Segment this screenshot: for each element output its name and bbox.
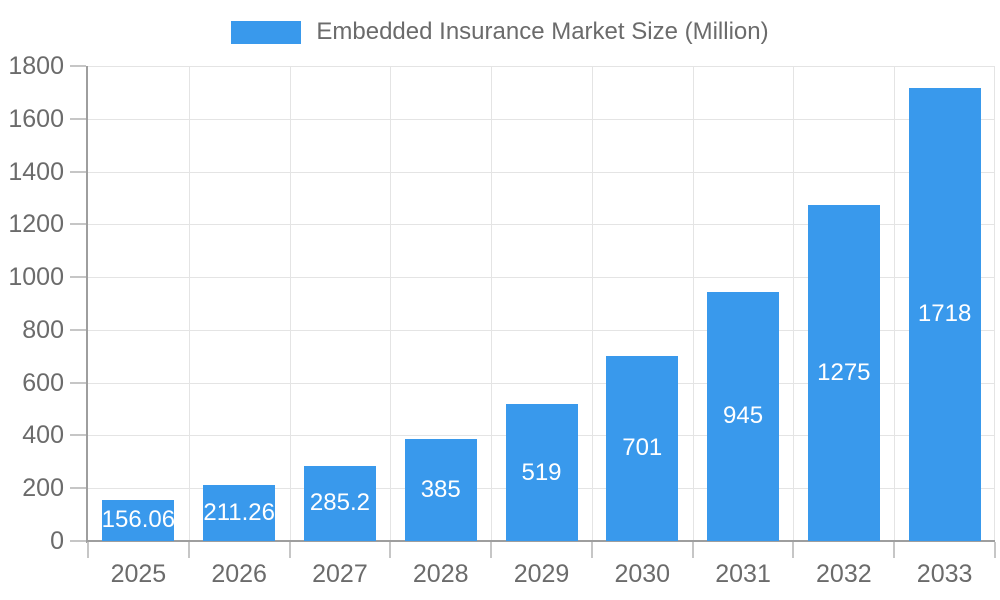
x-tick-mark	[691, 542, 694, 558]
x-tick-mark	[87, 542, 89, 558]
chart-right-border	[994, 66, 995, 541]
x-tick-mark	[389, 542, 392, 558]
legend-label: Embedded Insurance Market Size (Million)	[316, 18, 769, 45]
x-tick-mark	[994, 542, 996, 558]
bar-value-label: 1718	[917, 300, 972, 328]
x-gridline	[692, 66, 694, 541]
x-tick-label: 2027	[312, 560, 368, 588]
bar-value-label: 519	[521, 458, 562, 486]
y-gridline	[88, 382, 995, 384]
bar[interactable]: 701	[606, 356, 679, 541]
x-tick-label: 2032	[816, 560, 872, 588]
x-gridline	[188, 66, 190, 541]
y-tick-mark	[70, 223, 86, 226]
y-tick-label: 1400	[8, 157, 64, 186]
y-gridline	[88, 171, 995, 173]
y-tick-label: 1200	[8, 210, 64, 239]
x-gridline	[591, 66, 593, 541]
y-tick-mark	[70, 170, 86, 173]
y-tick-label: 400	[22, 421, 64, 450]
bar[interactable]: 1718	[908, 87, 981, 541]
x-gridline	[894, 66, 896, 541]
y-tick-label: 1600	[8, 104, 64, 133]
y-tick-mark	[70, 381, 86, 384]
x-tick-mark	[187, 542, 190, 558]
bar-value-label: 156.06	[101, 506, 176, 534]
chart-top-border	[88, 66, 995, 67]
y-tick-mark	[70, 540, 86, 542]
bar-value-label: 385	[420, 476, 461, 504]
y-tick-mark	[70, 328, 86, 331]
x-tick-label: 2030	[614, 560, 671, 588]
bar-value-label: 945	[723, 402, 764, 430]
y-tick-label: 0	[50, 527, 64, 555]
bar-value-label: 701	[622, 434, 663, 462]
legend-item[interactable]: Embedded Insurance Market Size (Million)	[0, 18, 1000, 46]
x-tick-mark	[490, 542, 493, 558]
y-gridline	[88, 277, 995, 279]
x-gridline	[289, 66, 291, 541]
y-tick-label: 800	[22, 315, 64, 344]
x-tick-label: 2025	[110, 560, 167, 588]
x-tick-mark	[893, 542, 896, 558]
y-gridline	[88, 224, 995, 226]
y-tick-label: 600	[22, 368, 64, 397]
bar-value-label: 285.2	[309, 489, 370, 517]
bar[interactable]: 156.06	[101, 499, 176, 541]
x-tick-mark	[590, 542, 593, 558]
y-gridline	[88, 118, 995, 120]
x-gridline	[793, 66, 795, 541]
x-tick-label: 2029	[513, 560, 570, 588]
bar[interactable]: 1275	[807, 204, 880, 541]
y-tick-mark	[70, 276, 86, 279]
bar[interactable]: 385	[404, 439, 477, 541]
bar-value-label: 1275	[817, 358, 871, 386]
y-axis-line	[86, 66, 88, 543]
y-tick-label: 1000	[8, 263, 64, 292]
y-tick-mark	[70, 65, 86, 67]
bar[interactable]: 945	[707, 291, 780, 541]
x-tick-label: 2033	[916, 560, 973, 588]
y-tick-mark	[70, 117, 86, 120]
x-axis-line	[86, 540, 995, 542]
y-tick-label: 1800	[8, 52, 64, 80]
bar-value-label: 211.26	[203, 499, 275, 527]
bar[interactable]: 285.2	[303, 465, 376, 541]
x-gridline	[390, 66, 392, 541]
legend-swatch	[231, 20, 302, 44]
x-tick-label: 2028	[412, 560, 469, 588]
bar[interactable]: 211.26	[203, 485, 276, 541]
x-tick-label: 2031	[715, 560, 771, 588]
y-gridline	[88, 329, 995, 331]
y-tick-mark	[70, 487, 86, 490]
x-gridline	[491, 66, 493, 541]
x-tick-mark	[288, 542, 291, 558]
y-tick-mark	[70, 434, 86, 437]
x-tick-label: 2026	[211, 560, 267, 588]
x-tick-mark	[792, 542, 795, 558]
y-tick-label: 200	[22, 474, 64, 503]
bar[interactable]: 519	[505, 404, 578, 541]
